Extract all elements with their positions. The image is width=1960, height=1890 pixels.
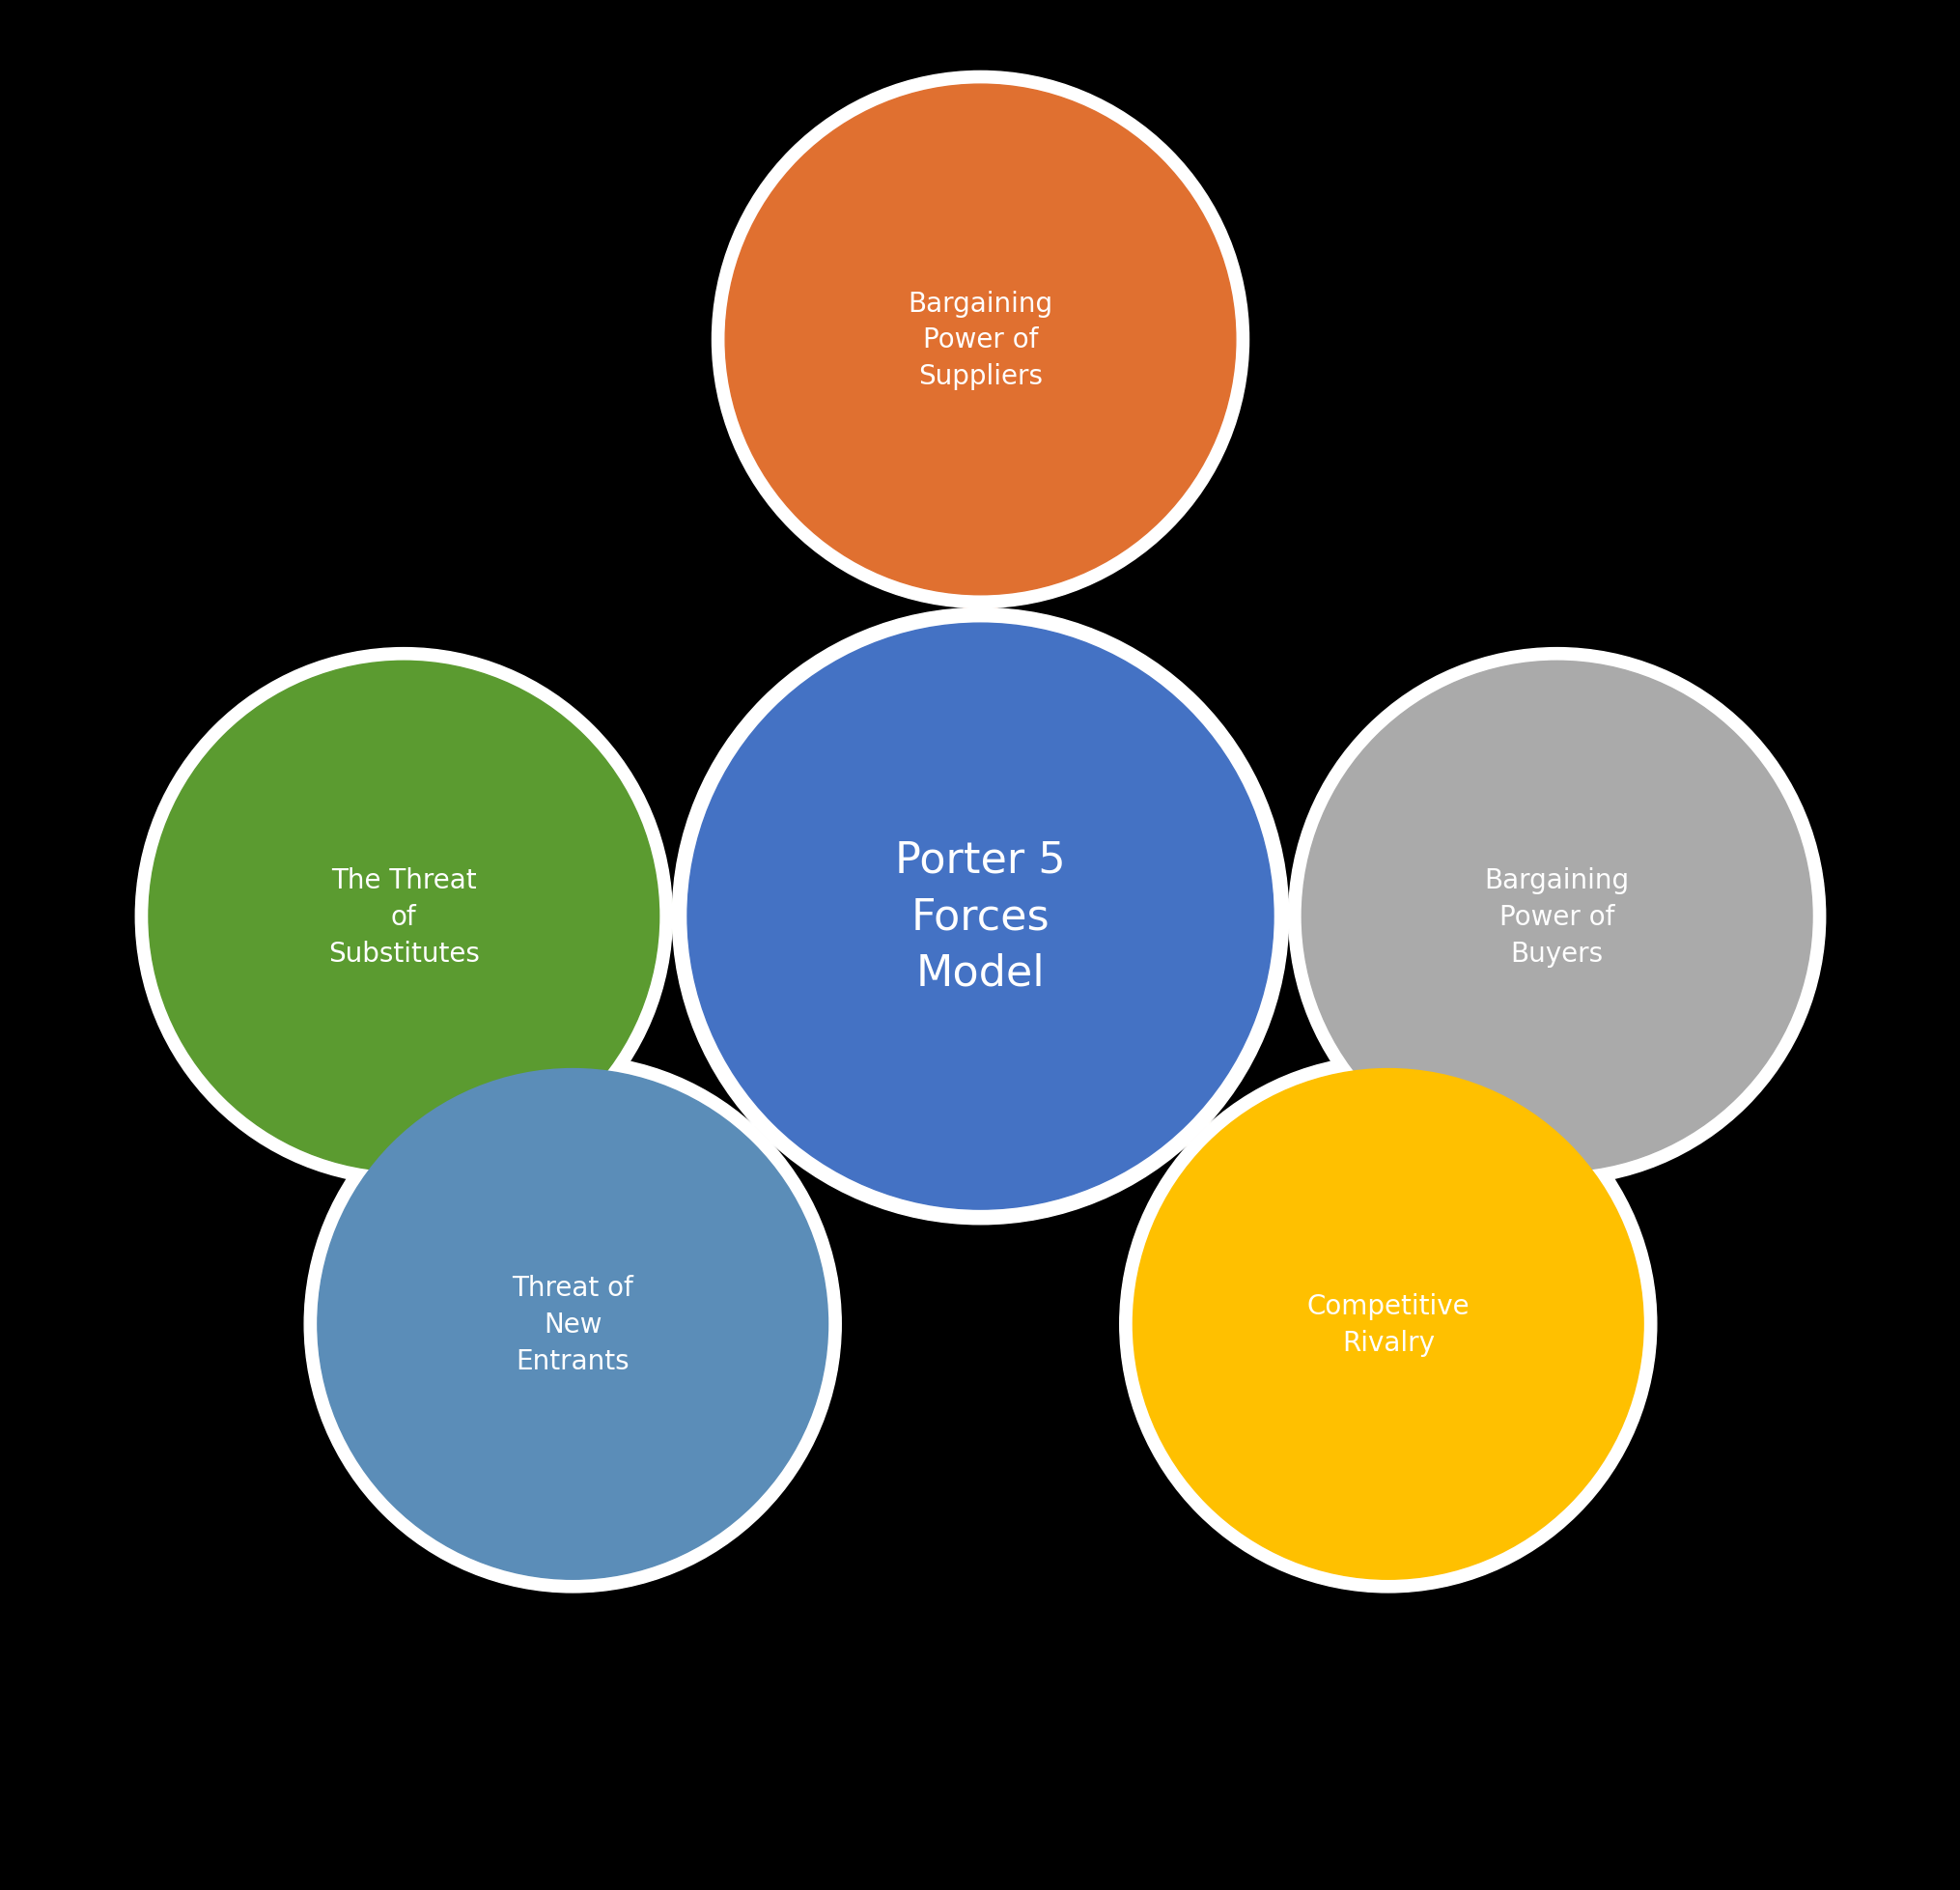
Circle shape [318,1070,827,1580]
Circle shape [688,624,1272,1210]
Text: Porter 5
Forces
Model: Porter 5 Forces Model [896,839,1064,994]
Circle shape [1301,661,1811,1172]
Circle shape [1119,1057,1656,1593]
Circle shape [135,648,672,1185]
Polygon shape [1072,1009,1219,1155]
Text: Threat of
New
Entrants: Threat of New Entrants [512,1274,633,1374]
Polygon shape [1152,832,1301,1002]
Circle shape [149,661,659,1172]
Polygon shape [896,595,1064,745]
Circle shape [304,1057,841,1593]
Text: Competitive
Rivalry: Competitive Rivalry [1305,1293,1468,1355]
Circle shape [725,85,1235,595]
Circle shape [711,72,1249,609]
Circle shape [1133,1070,1642,1580]
Circle shape [672,609,1288,1225]
Circle shape [1288,648,1825,1185]
Text: The Threat
of
Substitutes: The Threat of Substitutes [327,866,480,968]
Text: Bargaining
Power of
Suppliers: Bargaining Power of Suppliers [907,289,1053,391]
Polygon shape [741,1009,888,1155]
Polygon shape [659,832,808,1002]
Text: Bargaining
Power of
Buyers: Bargaining Power of Buyers [1484,866,1629,968]
